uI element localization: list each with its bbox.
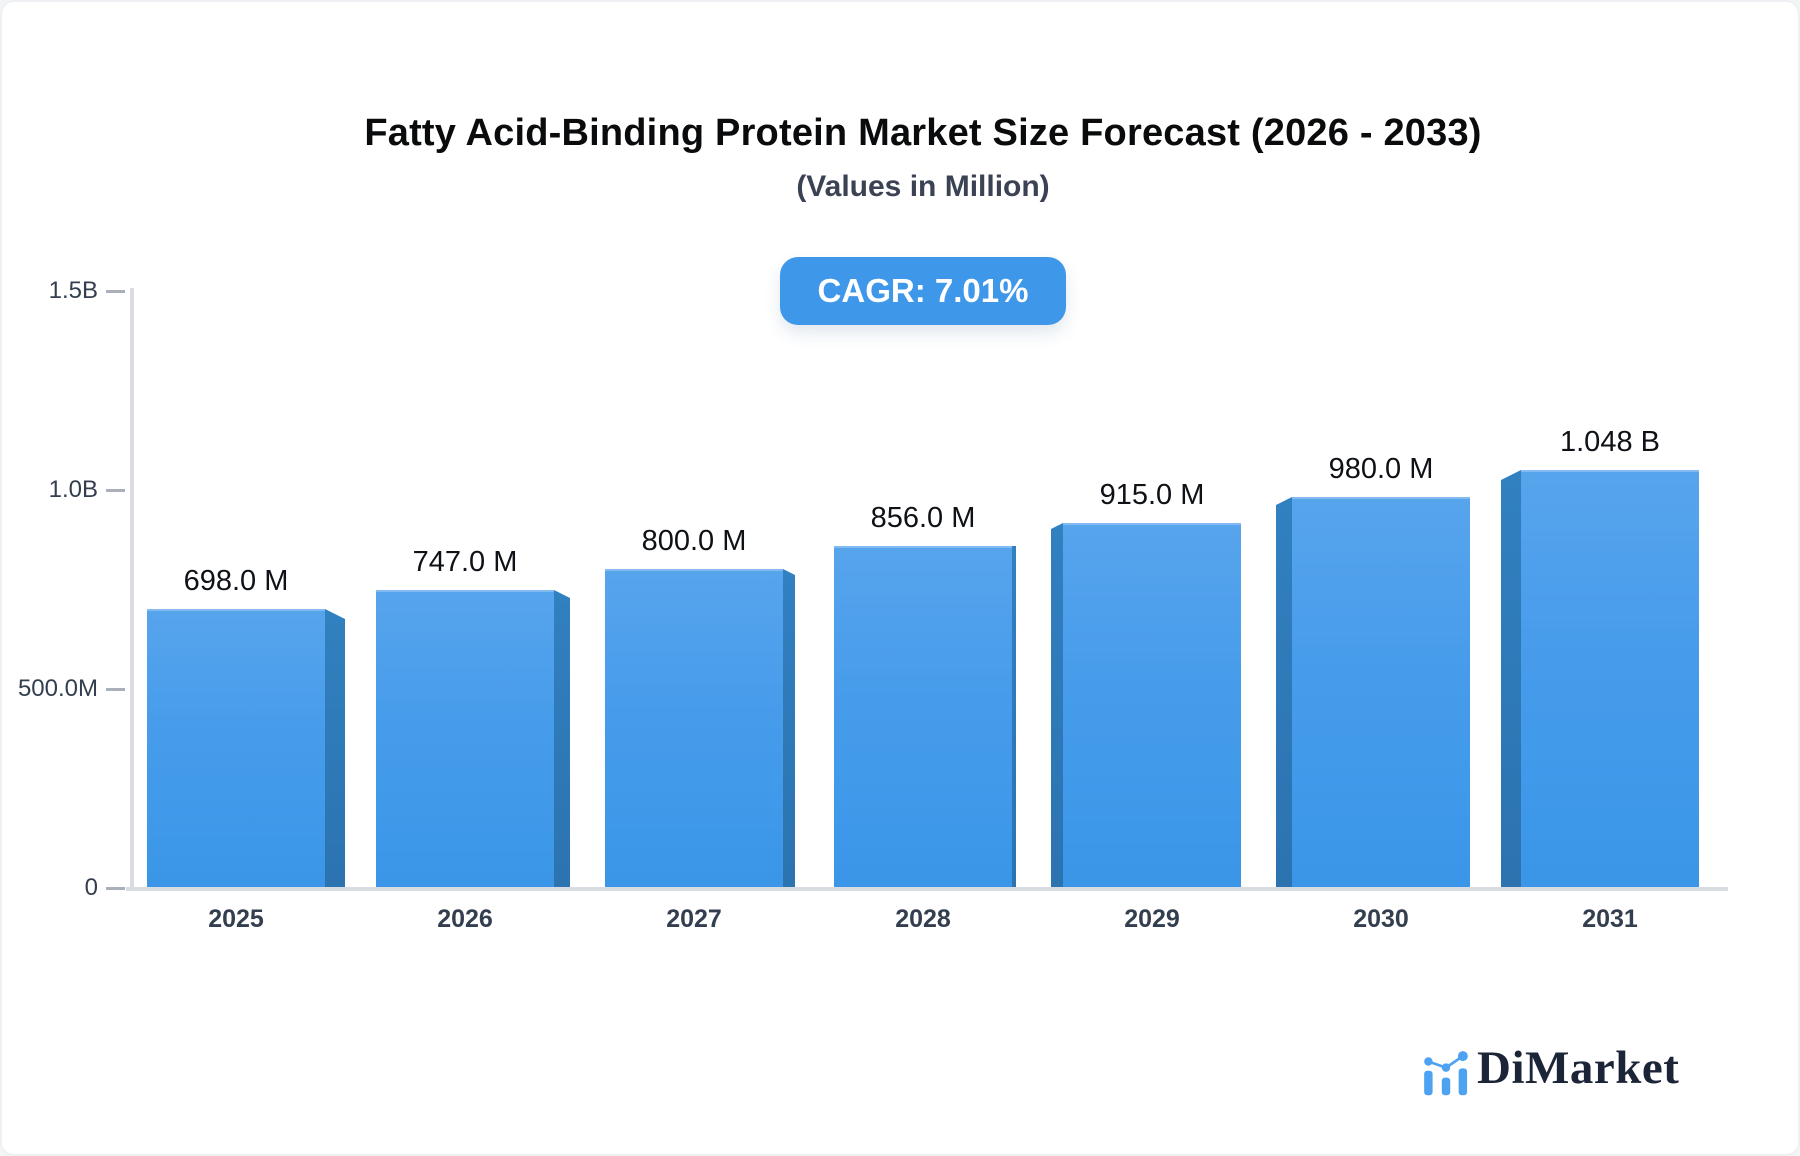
bar-side-2030 [1276, 497, 1292, 887]
brand-logo: DiMarket [1423, 1042, 1723, 1102]
bar-2025[interactable] [147, 609, 345, 887]
bar-side-2028 [1012, 546, 1016, 887]
bar-side-2029 [1051, 523, 1063, 887]
bar-value-label: 1.048 B [1560, 426, 1660, 458]
x-axis-baseline [126, 887, 1728, 891]
y-axis-line [130, 288, 134, 891]
x-axis-label-2028: 2028 [895, 905, 951, 933]
y-tick-dash [106, 887, 125, 890]
bar-value-label: 915.0 M [1099, 479, 1205, 511]
y-axis-tick-label: 500.0M [17, 675, 98, 702]
bar-face-2028[interactable] [834, 546, 1012, 887]
mini-bar-chart-icon [1424, 1051, 1468, 1096]
y-tick-dash [106, 290, 125, 293]
bar-value-label: 980.0 M [1328, 453, 1434, 485]
x-axis-label-2030: 2030 [1353, 905, 1409, 933]
chart-subtitle: (Values in Million) [796, 170, 1050, 203]
chart-title: Fatty Acid-Binding Protein Market Size F… [364, 112, 1482, 154]
bar-face-2031[interactable] [1521, 470, 1699, 887]
bar-value-label: 856.0 M [870, 502, 976, 534]
bar-2031[interactable] [1501, 470, 1699, 887]
bar-2027[interactable] [605, 569, 795, 887]
x-axis-label-2029: 2029 [1124, 905, 1180, 933]
x-axis-label-2026: 2026 [437, 905, 493, 933]
x-axis-label-2025: 2025 [208, 905, 264, 933]
bar-side-2026 [554, 590, 570, 887]
bar-face-2026[interactable] [376, 590, 554, 887]
y-axis-tick-label: 1.0B [48, 476, 98, 503]
bar-side-2025 [325, 609, 345, 887]
bar-face-2029[interactable] [1063, 523, 1241, 887]
bar-2028[interactable] [834, 546, 1016, 887]
bar-side-2031 [1501, 470, 1521, 887]
brand-logo-text: DiMarket [1477, 1042, 1680, 1094]
bar-face-2030[interactable] [1292, 497, 1470, 887]
bar-side-2027 [783, 569, 795, 887]
cagr-badge: CAGR: 7.01% [779, 257, 1067, 325]
bar-2026[interactable] [376, 590, 570, 887]
bar-2030[interactable] [1276, 497, 1470, 887]
y-axis-tick-label: 1.5B [48, 277, 98, 304]
y-axis-tick-label: 0 [84, 874, 98, 901]
x-axis-label-2031: 2031 [1582, 905, 1638, 933]
bar-face-2027[interactable] [605, 569, 783, 887]
bar-value-label: 747.0 M [412, 546, 518, 578]
bar-2029[interactable] [1051, 523, 1241, 887]
bar-face-2025[interactable] [147, 609, 325, 887]
x-axis-label-2027: 2027 [666, 905, 722, 933]
y-tick-dash [106, 688, 125, 691]
bar-value-label: 800.0 M [641, 525, 747, 557]
bar-value-label: 698.0 M [183, 565, 289, 597]
cagr-badge-row: CAGR: 7.01% [23, 257, 1798, 325]
y-tick-dash [106, 489, 125, 492]
